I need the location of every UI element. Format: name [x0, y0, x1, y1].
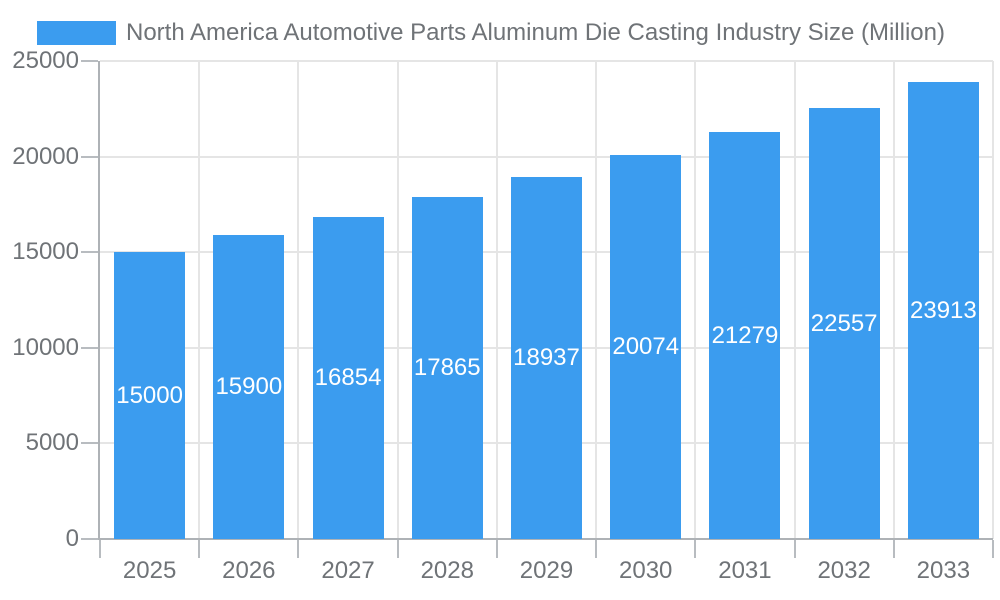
x-axis-label: 2033: [916, 557, 971, 584]
gridline-horizontal: [100, 155, 993, 158]
x-axis-label: 2031: [718, 557, 772, 584]
x-axis-tick: [297, 540, 299, 558]
gridline-vertical: [397, 61, 399, 539]
gridline-vertical: [198, 61, 200, 539]
x-axis-tick: [496, 540, 498, 558]
bar-value-label: 22557: [810, 309, 878, 337]
plot-area: 0 5000 10000 15000 20000 25000 15000 2025 15900 2…: [12, 47, 994, 584]
x-axis-tick: [893, 540, 895, 558]
x-axis-tick: [198, 540, 200, 558]
y-axis-tick: [81, 60, 98, 62]
gridline-vertical: [992, 61, 994, 539]
bar-2025: 15000: [114, 252, 186, 539]
y-axis-tick-label: 0: [65, 525, 79, 552]
y-axis-tick-label: 20000: [12, 142, 79, 170]
x-axis-label: 2032: [817, 557, 871, 584]
legend-swatch: [37, 21, 116, 45]
y-axis-tick: [81, 251, 98, 254]
x-axis-label: 2030: [619, 557, 673, 584]
legend-label: North America Automotive Parts Aluminum …: [126, 19, 945, 46]
bar-2029: 18937: [511, 177, 582, 539]
x-axis-tick: [794, 540, 796, 558]
bar-2031: 21279: [709, 132, 781, 539]
x-axis-label: 2028: [420, 557, 474, 584]
y-axis-tick: [81, 538, 98, 540]
x-axis-label: 2026: [222, 557, 276, 584]
gridline-vertical: [297, 61, 299, 539]
bar-2026: 15900: [213, 235, 285, 539]
x-axis-label: 2025: [122, 557, 177, 584]
gridline-vertical: [794, 61, 796, 539]
bar-value-label: 21279: [711, 321, 779, 349]
gridline-vertical: [893, 61, 895, 539]
y-axis-tick-label: 25000: [12, 47, 79, 74]
x-axis-tick: [694, 540, 696, 558]
gridline-vertical: [694, 61, 696, 539]
gridline-vertical: [595, 61, 597, 539]
y-axis-line: [98, 61, 100, 539]
x-axis-label: 2029: [519, 557, 574, 584]
x-axis-tick: [397, 540, 399, 558]
bar-value-label: 16854: [314, 364, 382, 391]
gridline-horizontal: [100, 60, 993, 62]
bar-value-label: 15900: [215, 373, 283, 400]
y-axis-tick-label: 10000: [12, 333, 79, 361]
bar-value-label: 20074: [612, 333, 680, 360]
bar-value-label: 23913: [910, 296, 977, 324]
bar-value-label: 18937: [513, 344, 580, 371]
legend-item[interactable]: North America Automotive Parts Aluminum …: [37, 19, 945, 47]
bar-value-label: 17865: [413, 354, 481, 381]
bar-2030: 20074: [610, 155, 682, 539]
y-axis-tick-label: 15000: [12, 238, 79, 266]
bar-2027: 16854: [312, 217, 384, 539]
bar-value-label: 15000: [116, 381, 183, 409]
y-axis-tick: [81, 155, 98, 158]
y-axis-tick-label: 5000: [25, 429, 79, 457]
bar-2028: 17865: [411, 197, 483, 539]
bar-2033: 23913: [907, 82, 979, 539]
x-axis-label: 2027: [321, 557, 375, 584]
y-axis-tick: [81, 346, 98, 349]
x-axis-tick: [99, 540, 101, 558]
x-axis-tick: [595, 540, 597, 558]
x-axis-line: [98, 538, 993, 540]
bar-2032: 22557: [808, 108, 880, 539]
x-axis-tick: [992, 540, 994, 558]
y-axis-tick: [81, 442, 98, 445]
gridline-vertical: [496, 61, 498, 539]
